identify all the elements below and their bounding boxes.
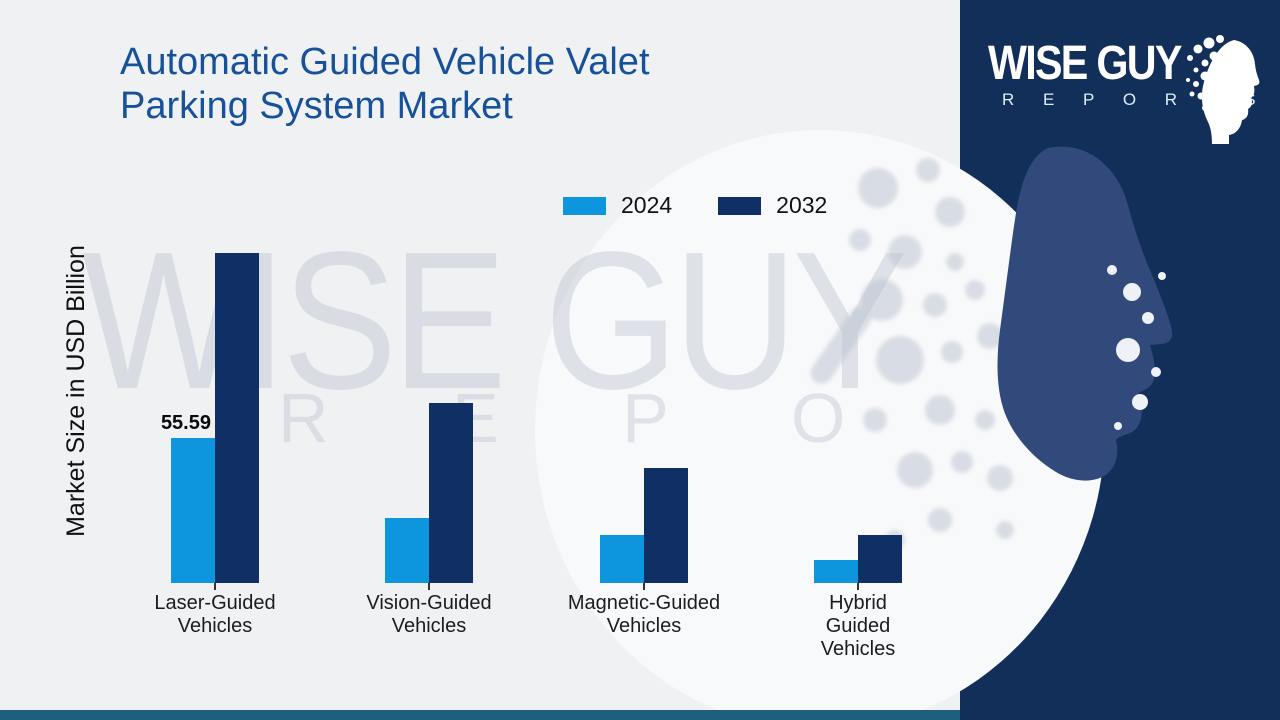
bar-2024-laser-guided-vehicles — [171, 438, 215, 583]
category-label-vision-guided-vehicles: Vision-Guided Vehicles — [366, 592, 492, 638]
bar-2032-laser-guided-vehicles — [215, 253, 259, 583]
bar-2032-magnetic-guided-vehicles — [644, 468, 688, 583]
page-title-line2: Parking System Market — [120, 85, 513, 128]
bar-2024-hybrid-guided-vehicles — [814, 560, 858, 583]
legend-swatch-2032 — [718, 196, 762, 215]
page-title-line1: Automatic Guided Vehicle Valet — [120, 41, 650, 83]
category-label-magnetic-guided-vehicles: Magnetic-Guided Vehicles — [567, 592, 721, 638]
logo-face-icon — [1186, 35, 1260, 144]
bar-2032-vision-guided-vehicles — [429, 403, 473, 583]
logo-wordmark: WISE GUY — [988, 37, 1182, 90]
bar-value-label-2024-laser-guided-vehicles: 55.59 — [160, 412, 211, 434]
legend-label-2024: 2024 — [621, 192, 673, 218]
x-axis-tick-magnetic-guided-vehicles — [643, 583, 645, 590]
face-silhouette — [997, 146, 1173, 481]
legend-swatch-2024 — [563, 196, 606, 215]
footer-strip — [0, 710, 960, 720]
chart-legend: 2024 2032 — [563, 192, 827, 219]
legend-item-2032: 2032 — [718, 192, 827, 219]
bar-2024-magnetic-guided-vehicles — [600, 535, 644, 583]
bar-chart: Laser-Guided Vehicles Vision-Guided Vehic… — [154, 253, 902, 661]
bar-2024-vision-guided-vehicles — [385, 518, 429, 583]
x-axis-tick-hybrid-guided-vehicles — [857, 583, 859, 590]
x-axis-tick-laser-guided-vehicles — [214, 583, 216, 590]
legend-label-2032: 2032 — [776, 192, 828, 218]
page-title: Automatic Guided Vehicle Valet Parking S… — [120, 40, 650, 129]
legend-item-2024: 2024 — [563, 192, 672, 219]
category-label-laser-guided-vehicles: Laser-Guided Vehicles — [154, 592, 276, 638]
y-axis-label: Market Size in USD Billion — [62, 245, 90, 537]
bar-2032-hybrid-guided-vehicles — [858, 535, 902, 583]
wise-guy-reports-logo: WISE GUY R E P O R T S — [984, 34, 1274, 144]
x-axis-tick-vision-guided-vehicles — [428, 583, 430, 590]
white-dots — [1107, 265, 1166, 430]
category-label-hybrid-guided-vehicles: Hybrid Guided Vehicles — [820, 592, 896, 661]
